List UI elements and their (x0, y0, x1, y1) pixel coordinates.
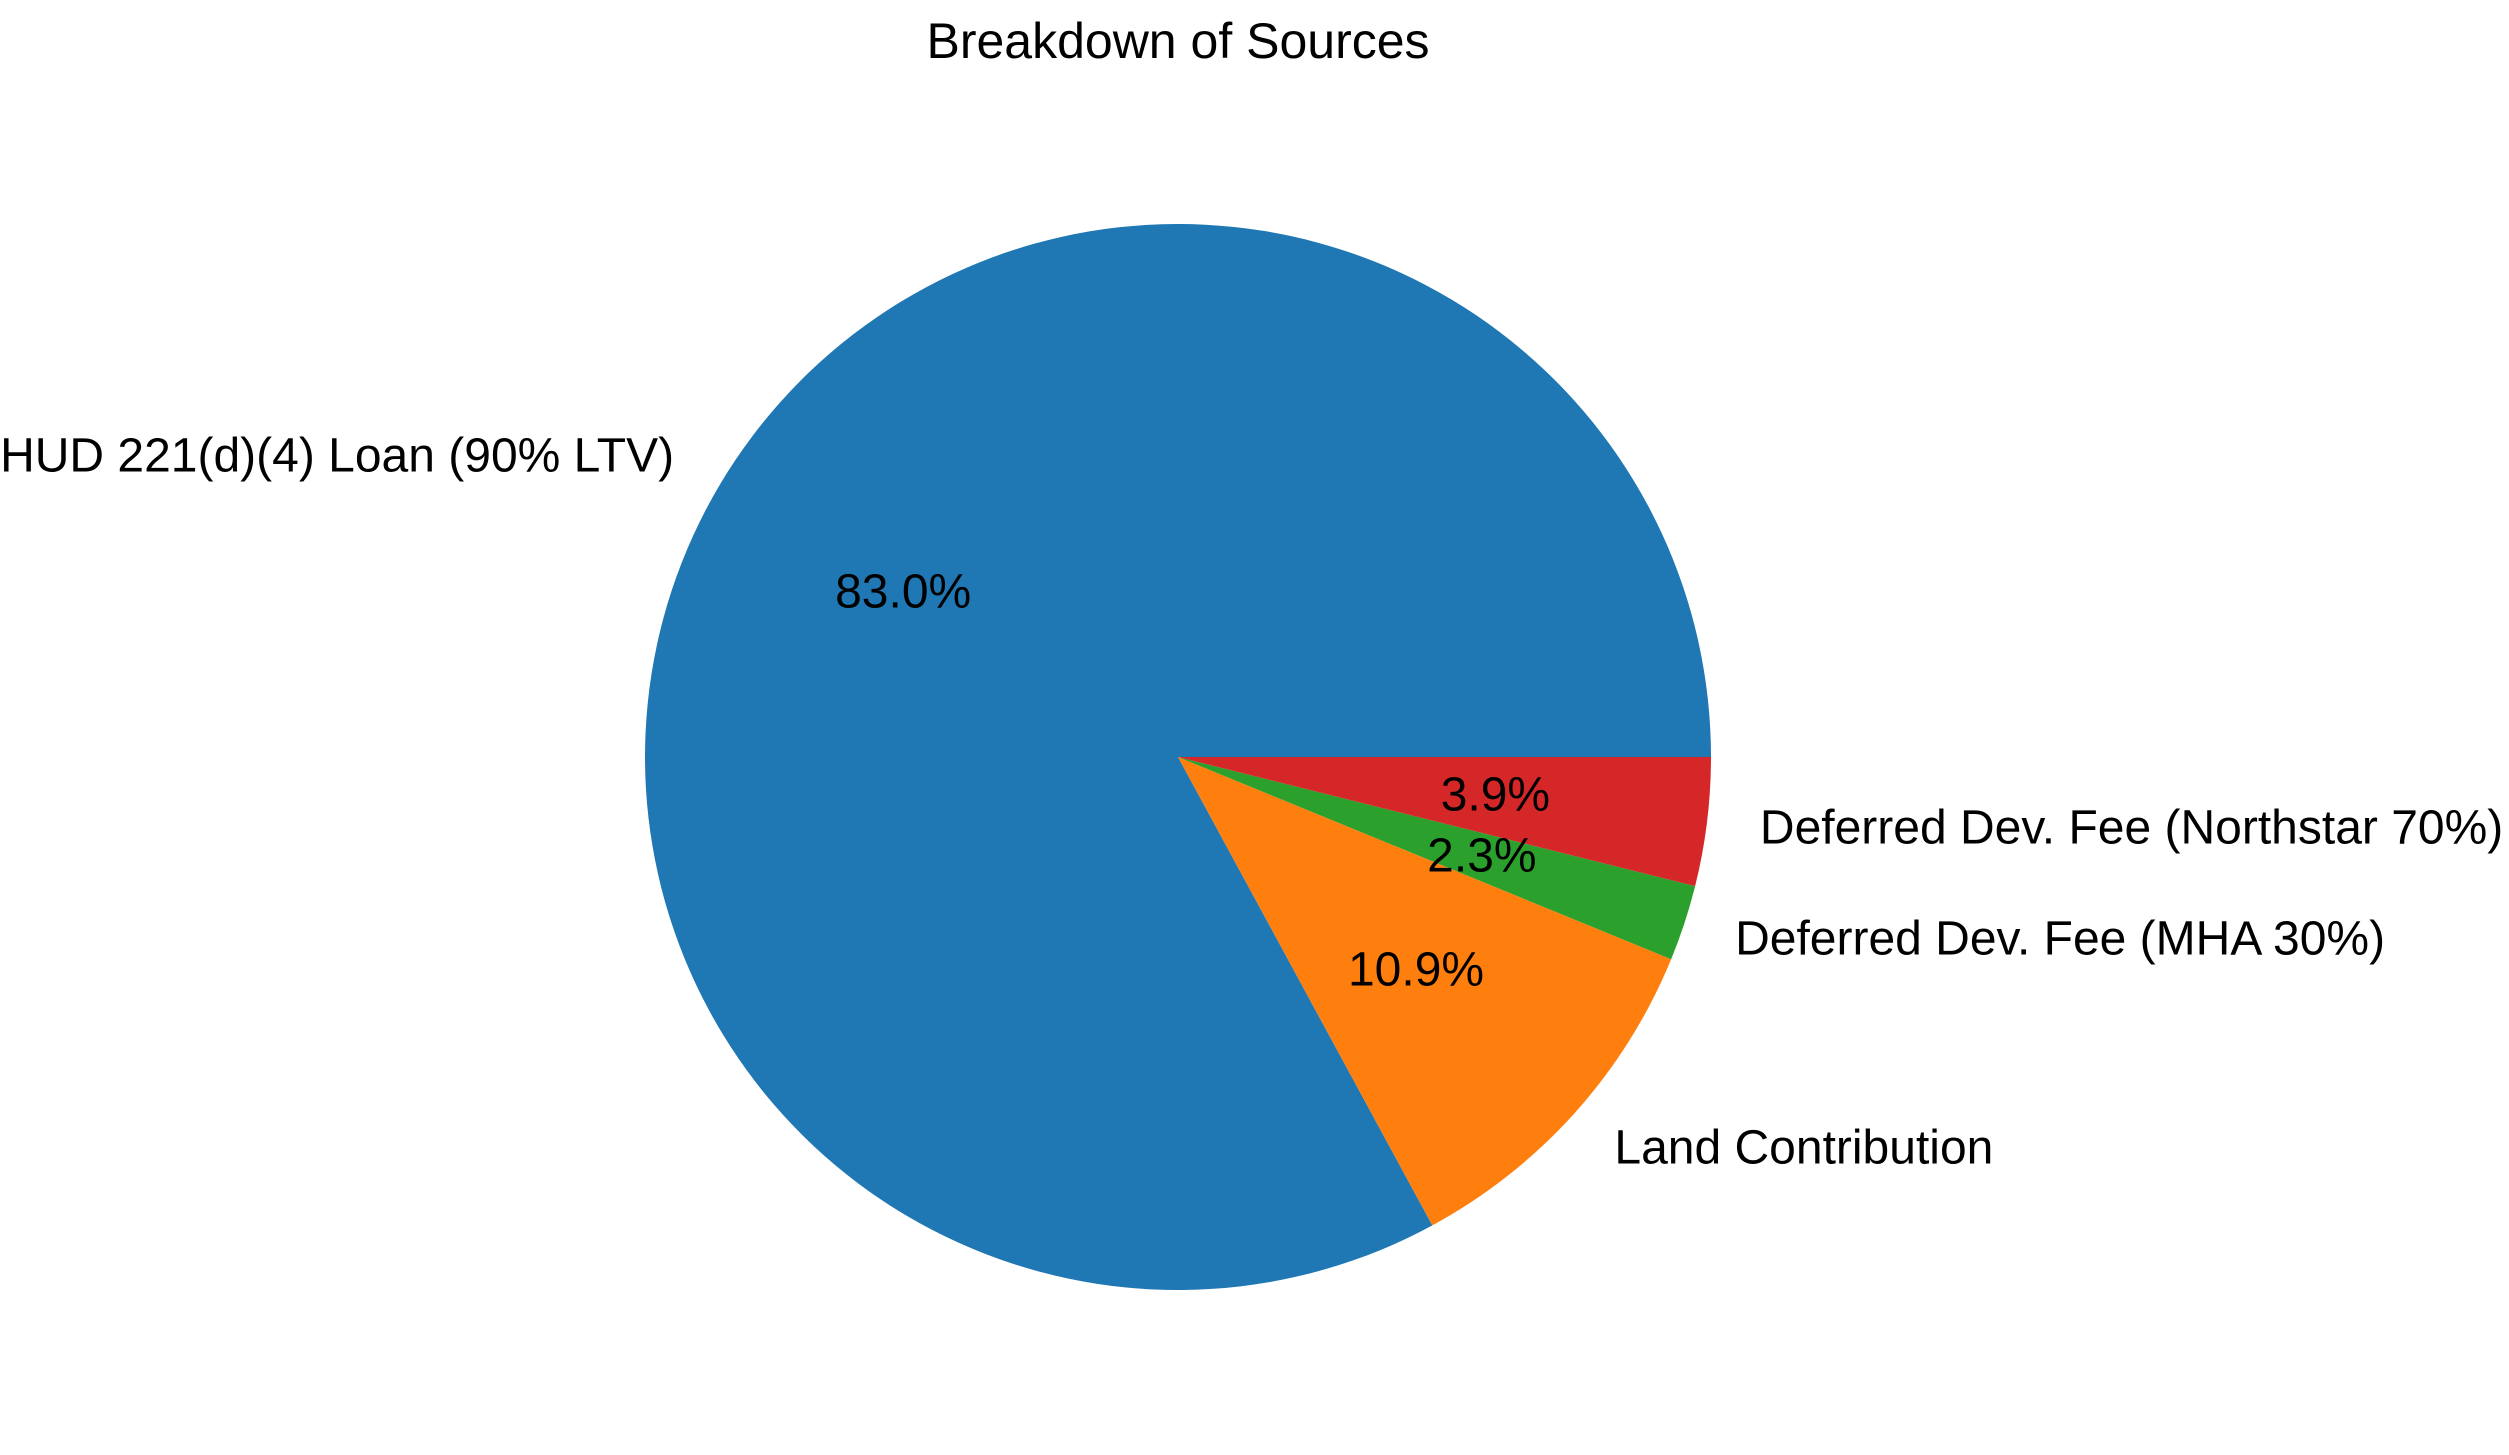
pct-label-0: 83.0% (835, 566, 972, 620)
slice-label-0: HUD 221(d)(4) Loan (90% LTV) (0, 429, 675, 483)
pie-slice-3 (1178, 757, 1711, 887)
pie-slice-2 (1178, 757, 1696, 960)
pie-slice-1 (1178, 757, 1672, 1226)
pct-label-1: 10.9% (1347, 943, 1485, 997)
pct-label-3: 3.9% (1440, 768, 1551, 822)
slice-label-2: Deferred Dev. Fee (MHA 30%) (1735, 912, 2386, 966)
chart-title: Breakdown of Sources (926, 13, 1430, 69)
slice-label-1: Land Contribution (1614, 1121, 1994, 1175)
pie-slice-0 (645, 223, 1711, 1290)
slice-label-3: Deferred Dev. Fee (Northstar 70%) (1759, 801, 2504, 855)
pct-label-2: 2.3% (1427, 829, 1537, 883)
